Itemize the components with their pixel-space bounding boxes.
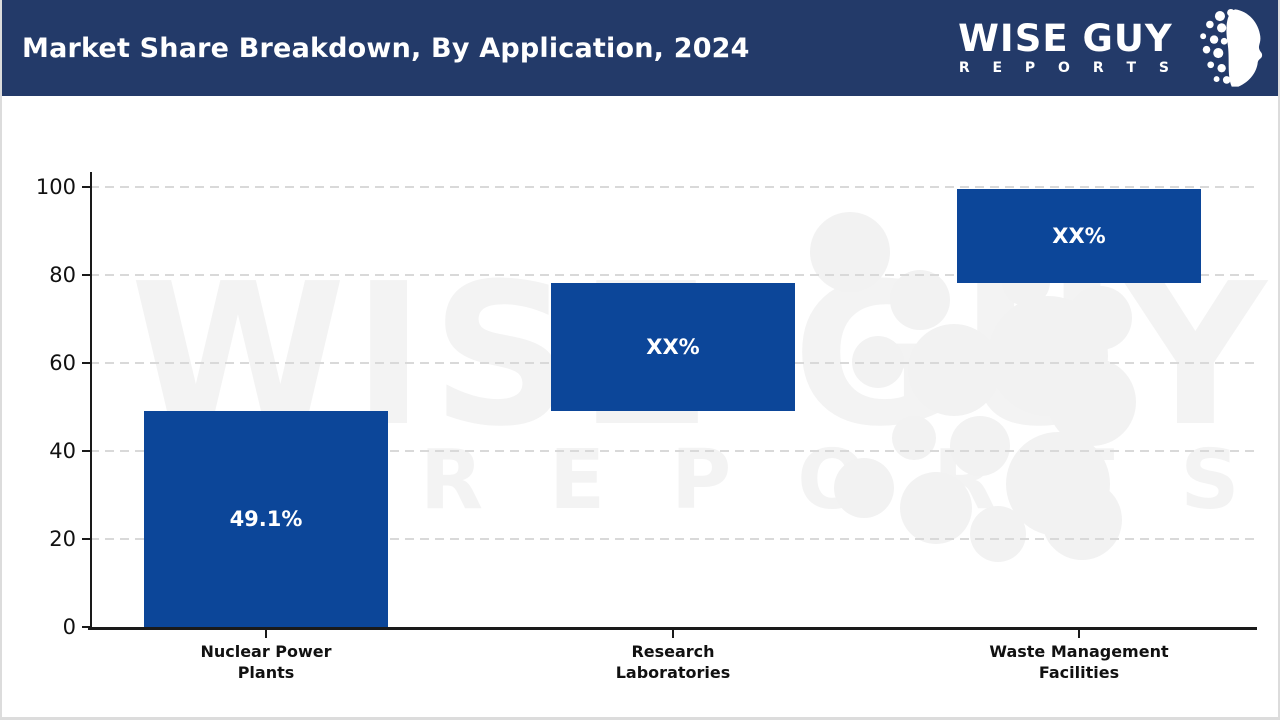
category-label-line: Waste Management [989,642,1169,661]
y-tick-label: 80 [49,263,76,287]
brand-logo: WISE GUY R E P O R T S [953,0,1278,96]
category-label: Waste Management Facilities [929,641,1229,683]
gridline [90,538,1257,540]
category-label-line: Facilities [1038,663,1120,682]
gridline [90,186,1257,188]
gridline [90,450,1257,452]
category-label-line: Research [631,642,715,661]
bar-value-label: 49.1% [229,506,303,531]
y-tick-mark [82,274,90,276]
gridline [90,274,1257,276]
y-tick-label: 40 [49,439,76,463]
y-tick-label: 20 [49,527,76,551]
category-label-line: Laboratories [615,663,731,682]
bar-3: XX% [957,189,1201,283]
bar-2: XX% [551,282,795,411]
y-axis-line [90,171,92,629]
x-tick-mark [265,629,267,638]
x-axis-line [88,627,1257,630]
bar-value-label: XX% [646,334,700,359]
y-tick-mark [82,186,90,188]
x-tick-mark [672,629,674,638]
category-label-line: Plants [237,663,295,682]
bar-value-label: XX% [1052,224,1106,249]
x-tick-mark [1078,629,1080,638]
y-tick-label: 0 [62,615,76,639]
y-tick-mark [82,362,90,364]
category-label-line: Nuclear Power [200,642,332,661]
page-title: Market Share Breakdown, By Application, … [22,32,750,64]
dotted-face-profile-icon [1200,8,1263,87]
y-tick-label: 100 [35,175,76,199]
category-label: Research Laboratories [523,641,823,683]
bar-1: 49.1% [144,410,388,627]
brand-logo-text: WISE GUY R E P O R T S [953,20,1178,76]
app-header: Market Share Breakdown, By Application, … [2,0,1278,96]
brand-subtitle: R E P O R T S [958,60,1178,76]
y-tick-mark [82,626,90,628]
y-tick-mark [82,450,90,452]
y-tick-mark [82,538,90,540]
y-tick-label: 60 [49,351,76,375]
brand-name: WISE GUY [958,17,1173,60]
category-label: Nuclear Power Plants [116,641,416,683]
